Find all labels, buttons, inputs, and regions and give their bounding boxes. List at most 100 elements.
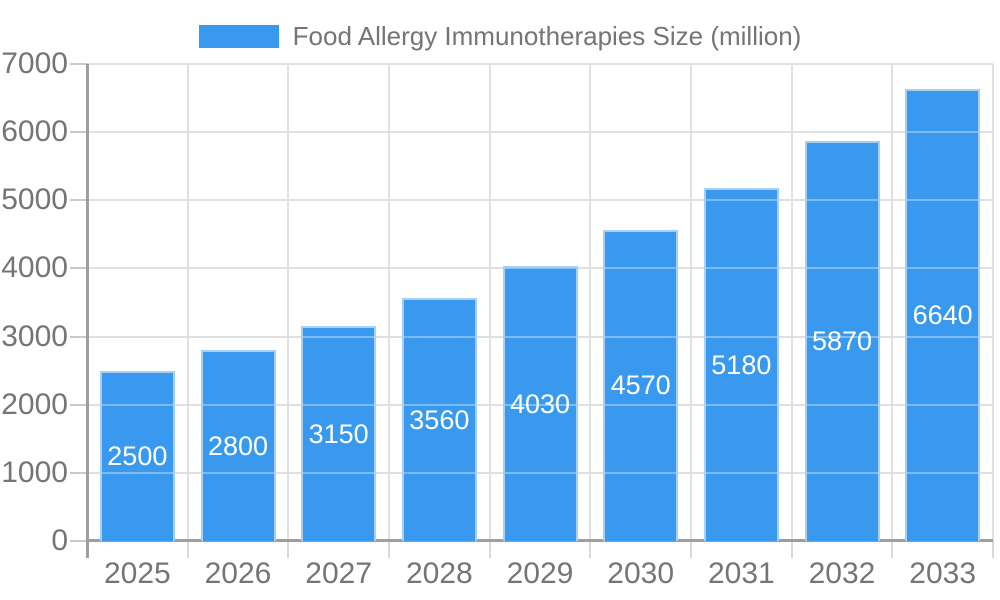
gridline-vertical <box>589 64 592 541</box>
gridline-horizontal <box>87 199 993 202</box>
gridline-overlay <box>101 403 173 406</box>
gridline-overlay <box>806 403 878 406</box>
y-axis-label-5000: 5000 <box>1 183 68 217</box>
x-axis-label-2027: 2027 <box>305 557 373 590</box>
gridline-overlay <box>303 471 375 474</box>
gridline-overlay <box>907 471 979 474</box>
bar-2030 <box>603 229 679 541</box>
bar-2033 <box>905 88 981 541</box>
legend-label: Food Allergy Immunotherapies Size (milli… <box>292 21 802 51</box>
y-axis-tick <box>70 335 87 338</box>
gridline-overlay <box>907 267 979 270</box>
gridline-overlay <box>907 199 979 202</box>
bar-2026 <box>200 350 276 541</box>
bar-2025 <box>99 370 175 541</box>
y-axis-tick <box>70 199 87 202</box>
gridline-overlay <box>504 268 576 270</box>
y-axis-label-6000: 6000 <box>1 115 68 149</box>
x-axis-label-2029: 2029 <box>506 557 574 590</box>
x-axis-tick <box>992 541 994 558</box>
y-axis-tick <box>70 131 87 134</box>
x-axis-tick <box>488 541 491 558</box>
gridline-overlay <box>605 267 677 270</box>
bar-2029 <box>502 266 578 541</box>
y-axis-label-0: 0 <box>51 524 68 557</box>
gridline-vertical <box>186 64 189 541</box>
gridline-vertical <box>690 64 692 541</box>
y-axis-line <box>86 64 89 558</box>
bar-2032 <box>804 141 880 541</box>
y-axis-label-2000: 2000 <box>1 387 68 421</box>
gridline-overlay <box>303 335 375 338</box>
gridline-vertical <box>891 64 894 541</box>
gridline-overlay <box>705 267 777 270</box>
y-axis-tick <box>70 63 87 65</box>
gridline-overlay <box>907 131 979 134</box>
x-axis-label-2025: 2025 <box>103 557 171 590</box>
gridline-overlay <box>403 403 475 406</box>
x-axis-label-2031: 2031 <box>707 557 775 590</box>
gridline-overlay <box>303 403 375 406</box>
gridline-overlay <box>705 199 777 202</box>
legend-swatch <box>198 25 279 48</box>
bar-value-label: 5870 <box>811 326 873 356</box>
gridline-vertical <box>388 64 390 541</box>
gridline-overlay <box>806 471 878 474</box>
gridline-overlay <box>806 335 878 338</box>
y-axis-label-1000: 1000 <box>1 455 68 489</box>
x-axis-label-2028: 2028 <box>405 557 473 590</box>
y-axis-tick <box>70 540 87 542</box>
bar-value-label: 4030 <box>509 388 571 419</box>
gridline-overlay <box>504 335 576 338</box>
bar-value-label: 2500 <box>107 440 168 471</box>
x-axis-label-2032: 2032 <box>808 557 876 590</box>
gridline-overlay <box>605 335 677 338</box>
bar-value-label: 6640 <box>912 299 973 330</box>
y-axis-tick <box>70 267 87 270</box>
gridline-overlay <box>101 471 173 474</box>
gridline-overlay <box>806 199 878 202</box>
x-axis-tick <box>891 541 894 558</box>
bar-value-label: 2800 <box>207 430 269 461</box>
gridline-overlay <box>202 471 274 474</box>
bar-value-label: 3560 <box>409 404 470 435</box>
gridline-vertical <box>488 64 491 541</box>
x-axis-tick <box>186 541 189 558</box>
y-axis-tick <box>70 471 87 474</box>
y-axis-label-4000: 4000 <box>1 251 68 285</box>
x-axis-label-2033: 2033 <box>909 557 977 590</box>
x-axis-tick <box>690 541 692 558</box>
gridline-overlay <box>907 403 979 406</box>
plot-area: 2500 2800 3150 3560 4030 4570 5180 5870 6640 <box>70 63 994 558</box>
x-axis-tick <box>388 541 390 558</box>
x-axis-tick <box>790 541 793 558</box>
bar-value-label: 3150 <box>308 418 369 449</box>
bar-value-label: 4570 <box>610 370 671 401</box>
gridline-horizontal <box>87 63 993 65</box>
gridline-overlay <box>504 403 576 406</box>
bar-2027 <box>301 326 377 541</box>
y-axis-tick <box>70 403 87 406</box>
gridline-overlay <box>605 403 677 406</box>
gridline-vertical <box>287 64 290 541</box>
bar-2031 <box>703 188 779 541</box>
x-axis-label-2030: 2030 <box>607 557 675 590</box>
x-axis-label-2026: 2026 <box>204 557 272 590</box>
gridline-vertical <box>790 64 793 541</box>
gridline-horizontal <box>87 131 993 134</box>
gridline-overlay <box>202 403 274 406</box>
y-axis-label-7000: 7000 <box>1 47 68 80</box>
x-axis-tick <box>287 541 290 558</box>
gridline-overlay <box>806 267 878 270</box>
gridline-overlay <box>705 471 777 474</box>
y-axis-label-3000: 3000 <box>1 319 68 353</box>
gridline-overlay <box>705 403 777 406</box>
gridline-vertical <box>992 64 994 541</box>
gridline-overlay <box>705 335 777 338</box>
bar-2028 <box>401 298 477 541</box>
gridline-overlay <box>907 335 979 338</box>
x-axis-tick <box>589 541 592 558</box>
gridline-overlay <box>403 471 475 474</box>
bar-value-label: 5180 <box>711 349 772 380</box>
